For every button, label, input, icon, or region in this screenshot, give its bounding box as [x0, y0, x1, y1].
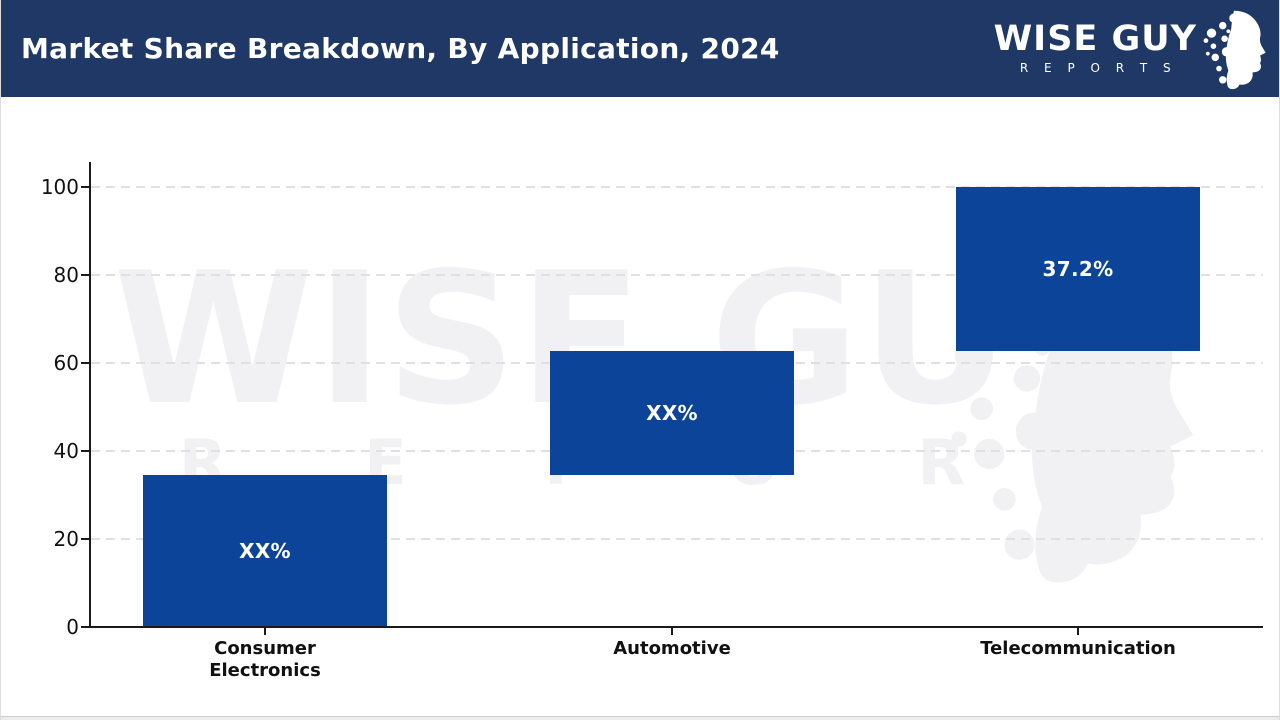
gridline — [91, 186, 1263, 189]
x-tick-mark — [671, 627, 673, 635]
y-tick-mark — [81, 274, 90, 277]
x-category-label: Consumer Electronics — [209, 638, 321, 681]
header-band: Market Share Breakdown, By Application, … — [1, 0, 1279, 97]
x-category-label: Automotive — [613, 638, 731, 659]
gridline — [91, 274, 1263, 277]
gridline — [91, 538, 1263, 541]
x-tick-mark — [1077, 627, 1079, 635]
y-tick-label: 40 — [53, 439, 79, 464]
y-tick-label: 80 — [53, 263, 79, 288]
bar-automotive: XX% — [550, 350, 794, 476]
y-tick-mark — [81, 626, 90, 628]
footer-hairline — [1, 716, 1279, 720]
page-title: Market Share Breakdown, By Application, … — [21, 32, 780, 65]
bar-telecommunication: 37.2% — [956, 187, 1200, 351]
wise-guy-logo: WISE GUY R E P O R T S — [994, 7, 1267, 91]
logo-wordmark: WISE GUY — [993, 19, 1197, 59]
bar-value-label: XX% — [239, 539, 291, 564]
dotted-face-icon — [1203, 10, 1266, 89]
y-tick-mark — [81, 538, 90, 541]
bar-consumer-electronics: XX% — [143, 475, 387, 627]
y-tick-label: 60 — [53, 351, 79, 376]
logo-subtitle: R E P O R T S — [1019, 61, 1177, 75]
bar-value-label: XX% — [646, 401, 698, 426]
x-category-label: Telecommunication — [980, 638, 1176, 659]
x-tick-mark — [264, 627, 266, 635]
y-tick-label: 0 — [66, 615, 79, 639]
y-tick-mark — [81, 362, 90, 365]
y-tick-mark — [81, 450, 90, 453]
y-tick-mark — [81, 186, 90, 189]
x-axis-line — [89, 626, 1263, 628]
y-tick-label: 100 — [40, 175, 79, 200]
y-axis-line — [89, 162, 91, 628]
bar-value-label: 37.2% — [1042, 257, 1114, 282]
logo-text: WISE GUY R E P O R T S — [993, 19, 1197, 76]
y-tick-label: 20 — [53, 527, 79, 552]
